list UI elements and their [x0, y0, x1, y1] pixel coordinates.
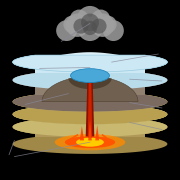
- Polygon shape: [35, 95, 145, 107]
- Polygon shape: [35, 73, 145, 95]
- Circle shape: [83, 21, 97, 35]
- Polygon shape: [88, 82, 92, 141]
- Ellipse shape: [71, 69, 109, 82]
- Polygon shape: [35, 55, 145, 73]
- Polygon shape: [68, 78, 112, 89]
- Polygon shape: [13, 107, 167, 137]
- Circle shape: [63, 16, 81, 33]
- Circle shape: [78, 17, 102, 41]
- Polygon shape: [13, 120, 167, 137]
- Polygon shape: [13, 95, 167, 124]
- Polygon shape: [80, 126, 84, 140]
- Polygon shape: [42, 76, 138, 102]
- Circle shape: [91, 14, 114, 37]
- Polygon shape: [13, 52, 167, 72]
- Polygon shape: [13, 73, 167, 90]
- Ellipse shape: [76, 138, 104, 147]
- Circle shape: [70, 10, 89, 28]
- Polygon shape: [86, 82, 94, 143]
- Ellipse shape: [55, 134, 125, 150]
- Polygon shape: [13, 120, 167, 154]
- Circle shape: [73, 19, 89, 34]
- Polygon shape: [35, 107, 145, 120]
- Circle shape: [77, 6, 103, 32]
- Polygon shape: [13, 55, 167, 72]
- Circle shape: [103, 20, 124, 41]
- Polygon shape: [88, 120, 92, 140]
- Circle shape: [91, 19, 107, 34]
- Polygon shape: [13, 95, 167, 112]
- Circle shape: [56, 20, 77, 41]
- Polygon shape: [35, 120, 145, 137]
- Polygon shape: [13, 55, 167, 72]
- Polygon shape: [13, 55, 167, 90]
- Polygon shape: [13, 107, 167, 124]
- Circle shape: [66, 14, 89, 37]
- Circle shape: [99, 16, 117, 33]
- Ellipse shape: [65, 136, 115, 148]
- Circle shape: [81, 14, 99, 32]
- Circle shape: [91, 10, 110, 28]
- Polygon shape: [95, 125, 99, 140]
- Polygon shape: [13, 73, 167, 112]
